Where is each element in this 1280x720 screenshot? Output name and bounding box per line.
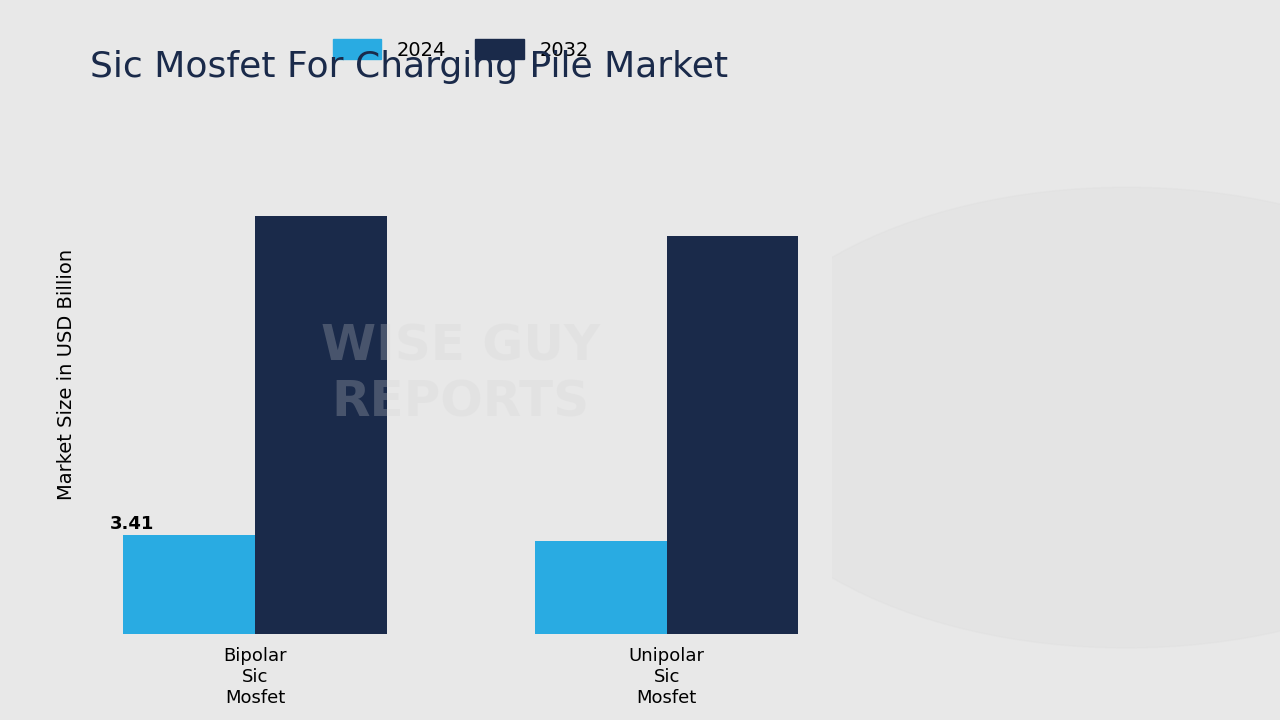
Bar bbox=[667, 236, 799, 634]
Y-axis label: Market Size in USD Billion: Market Size in USD Billion bbox=[56, 249, 76, 500]
Text: Sic Mosfet For Charging Pile Market: Sic Mosfet For Charging Pile Market bbox=[90, 50, 728, 84]
Text: 3.41: 3.41 bbox=[110, 515, 155, 533]
Bar bbox=[255, 216, 387, 634]
Text: WISE GUY
REPORTS: WISE GUY REPORTS bbox=[321, 323, 600, 426]
Legend: 2024, 2032: 2024, 2032 bbox=[325, 32, 596, 68]
Bar bbox=[535, 541, 667, 634]
Bar bbox=[123, 536, 255, 634]
